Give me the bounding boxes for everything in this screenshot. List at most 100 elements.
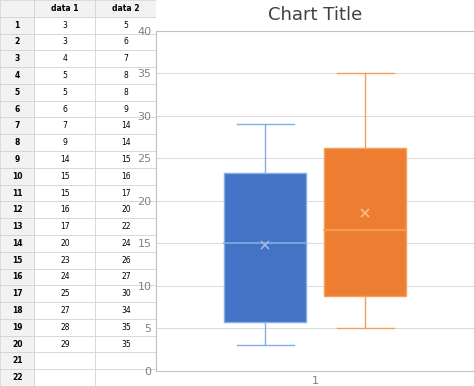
Text: 14: 14 [121,138,131,147]
Bar [0,201,35,218]
Text: 19: 19 [12,323,22,332]
Bar [0,168,35,185]
Bar [95,285,156,302]
Text: 29: 29 [60,340,70,349]
Bar [0,319,35,336]
Text: 15: 15 [12,256,22,265]
Text: 5: 5 [63,88,67,97]
Bar [0,269,35,285]
Bar [0,84,35,101]
Bar [95,302,156,319]
Text: 30: 30 [121,289,131,298]
Bar [35,0,95,17]
Text: 6: 6 [15,105,20,113]
Text: 17: 17 [12,289,23,298]
Text: 22: 22 [121,222,131,231]
Bar [95,369,156,386]
Text: 24: 24 [60,273,70,281]
Bar [0,34,35,50]
Text: 17: 17 [60,222,70,231]
Bar [0,252,35,269]
Bar [324,147,406,296]
Text: 13: 13 [12,222,22,231]
Text: 7: 7 [124,54,128,63]
Bar [35,101,95,117]
Text: 3: 3 [15,54,20,63]
Text: 28: 28 [60,323,70,332]
Bar [35,302,95,319]
Text: 27: 27 [60,306,70,315]
Bar [95,218,156,235]
Bar [35,285,95,302]
Text: 27: 27 [121,273,131,281]
Text: 4: 4 [15,71,20,80]
Text: 12: 12 [12,205,22,214]
Bar [95,101,156,117]
Bar [95,201,156,218]
Bar [95,84,156,101]
Text: 35: 35 [121,340,131,349]
Bar [35,50,95,67]
Bar [35,369,95,386]
Text: 11: 11 [12,188,22,198]
Bar [35,134,95,151]
Text: 26: 26 [121,256,131,265]
Text: 14: 14 [121,121,131,130]
Bar [95,0,156,17]
Text: 9: 9 [63,138,67,147]
Text: 9: 9 [15,155,20,164]
Bar [95,117,156,134]
Text: 10: 10 [12,172,22,181]
Text: 4: 4 [63,54,67,63]
Text: 9: 9 [124,105,128,113]
Text: 15: 15 [60,188,70,198]
Text: 18: 18 [12,306,23,315]
Text: 14: 14 [60,155,70,164]
Bar [0,218,35,235]
Text: 8: 8 [15,138,20,147]
Bar [35,168,95,185]
Bar [0,17,35,34]
Bar [95,168,156,185]
Text: 8: 8 [124,88,128,97]
Text: 17: 17 [121,188,131,198]
Text: 3: 3 [63,21,67,30]
Text: 20: 20 [121,205,131,214]
Text: 2: 2 [15,37,20,46]
Bar [0,185,35,201]
Bar [95,319,156,336]
Bar [0,302,35,319]
Bar [0,235,35,252]
Bar [35,235,95,252]
Text: data 2: data 2 [112,4,140,13]
Bar [0,0,35,17]
Bar [95,151,156,168]
Text: 6: 6 [63,105,67,113]
Text: 20: 20 [12,340,22,349]
Bar [35,218,95,235]
Text: data 1: data 1 [51,4,79,13]
Bar [0,369,35,386]
Bar [0,151,35,168]
Bar [0,352,35,369]
Text: 22: 22 [12,373,22,382]
Text: 16: 16 [12,273,22,281]
Bar [35,84,95,101]
Bar [0,101,35,117]
Bar [35,67,95,84]
Text: 16: 16 [121,172,131,181]
Text: 1: 1 [15,21,20,30]
Bar [95,50,156,67]
Bar [0,336,35,352]
Bar [0,67,35,84]
Text: 8: 8 [124,71,128,80]
Text: 24: 24 [121,239,131,248]
Bar [95,269,156,285]
Bar [225,173,306,322]
Text: 15: 15 [60,172,70,181]
Text: 35: 35 [121,323,131,332]
Bar [35,352,95,369]
Bar [95,336,156,352]
Text: 20: 20 [60,239,70,248]
Text: 23: 23 [60,256,70,265]
